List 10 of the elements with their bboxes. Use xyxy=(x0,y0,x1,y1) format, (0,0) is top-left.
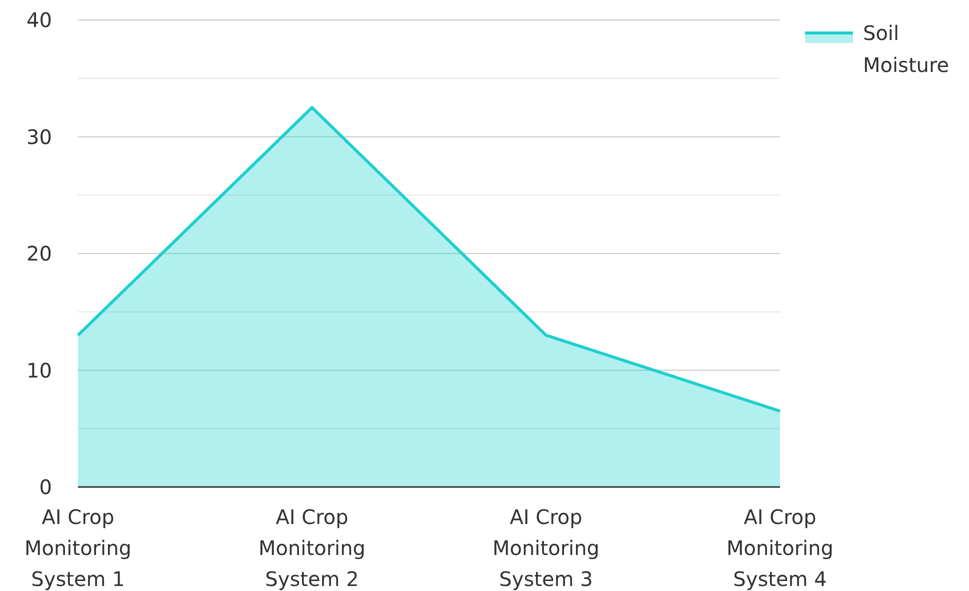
x-tick-label: AI Crop Monitoring System 1 xyxy=(24,505,132,591)
x-tick-label: AI Crop Monitoring System 3 xyxy=(492,505,600,591)
x-tick-label: AI Crop Monitoring System 2 xyxy=(258,505,366,591)
y-tick-label: 40 xyxy=(26,8,52,32)
y-tick-label: 20 xyxy=(26,242,52,266)
y-tick-label: 10 xyxy=(26,358,52,382)
y-tick-label: 0 xyxy=(39,475,52,499)
legend-label: Soil Moisture xyxy=(863,21,950,77)
x-tick-label: AI Crop Monitoring System 4 xyxy=(726,505,834,591)
y-tick-label: 30 xyxy=(26,124,52,149)
